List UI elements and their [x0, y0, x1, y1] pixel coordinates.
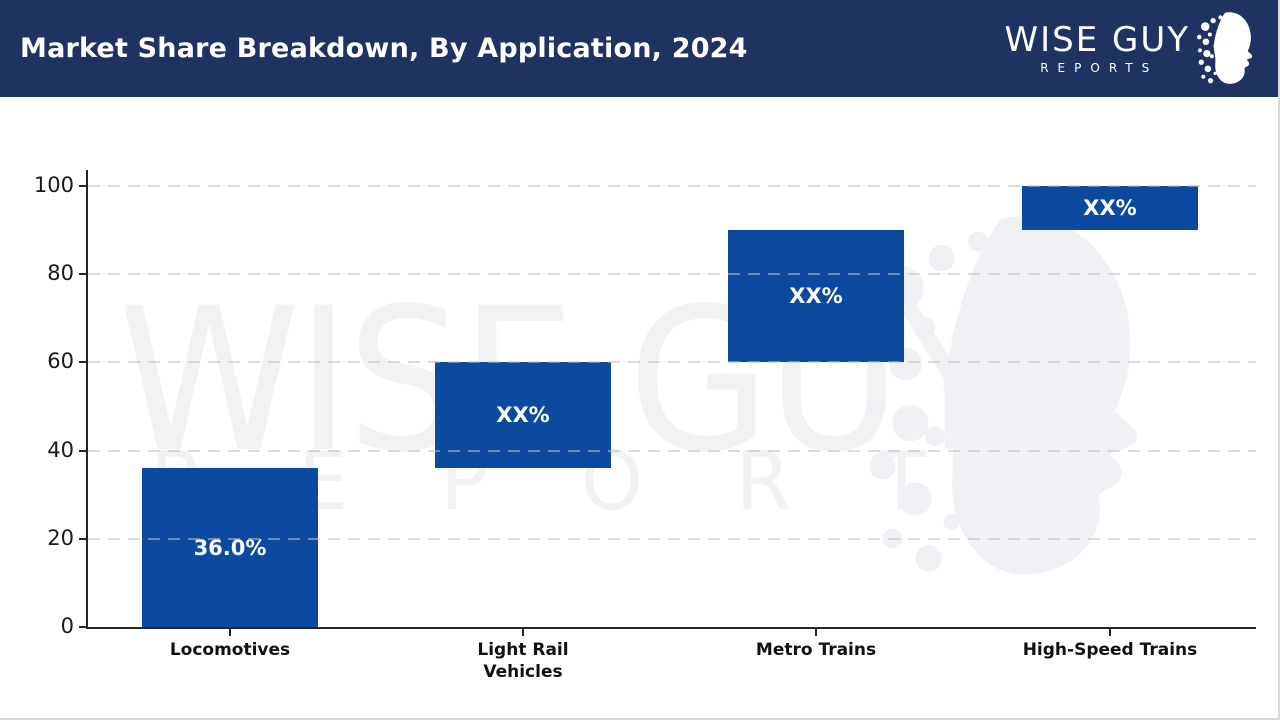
bar-value-label: XX%	[1083, 196, 1137, 221]
bar-value-label: XX%	[789, 284, 843, 309]
logo-head-icon	[1196, 11, 1253, 84]
x-axis-label-3: High-Speed Trains	[1022, 640, 1198, 660]
gridline-40	[88, 449, 1256, 452]
bar-light-rail-vehicles: XX%	[435, 362, 611, 469]
x-tick-3	[1109, 629, 1111, 636]
y-tick-60	[79, 361, 87, 364]
x-tick-0	[229, 629, 231, 636]
x-axis-label-1: Light Rail Vehicles	[477, 640, 569, 682]
x-axis-label-0: Locomotives	[169, 640, 291, 660]
x-axis-line	[86, 627, 1256, 629]
y-tick-0	[79, 626, 87, 628]
y-tick-40	[79, 449, 87, 452]
bar-metro-trains: XX%	[728, 230, 904, 363]
y-tick-label-20: 20	[47, 525, 74, 550]
y-tick-100	[79, 185, 87, 187]
header-bar: Market Share Breakdown, By Application, …	[0, 0, 1278, 97]
x-tick-2	[815, 629, 817, 636]
page-title: Market Share Breakdown, By Application, …	[20, 33, 748, 64]
y-tick-label-40: 40	[47, 437, 74, 462]
y-tick-label-100: 100	[33, 173, 74, 197]
y-tick-80	[79, 273, 87, 276]
y-tick-20	[79, 537, 87, 540]
gridline-20	[88, 537, 1256, 540]
logo-wordmark: WISE GUY	[1004, 19, 1190, 60]
x-tick-1	[522, 629, 524, 636]
bar-locomotives: 36.0%	[142, 468, 318, 627]
logo-text: WISE GUY REPORTS	[1004, 23, 1190, 75]
bar-high-speed-trains: XX%	[1022, 186, 1198, 231]
wise-guy-logo: WISE GUY REPORTS	[1004, 9, 1262, 89]
gridline-60	[88, 361, 1256, 364]
bar-value-label: XX%	[496, 403, 550, 428]
gridline-80	[88, 273, 1256, 276]
watermark-head-icon	[860, 216, 1137, 575]
y-axis-line	[86, 170, 88, 629]
x-axis-label-2: Metro Trains	[755, 640, 877, 660]
y-tick-label-80: 80	[47, 261, 74, 286]
y-tick-label-0: 0	[60, 614, 74, 638]
gridline-100	[88, 185, 1256, 187]
y-tick-label-60: 60	[47, 349, 74, 374]
logo-subtitle: REPORTS	[1040, 60, 1159, 75]
